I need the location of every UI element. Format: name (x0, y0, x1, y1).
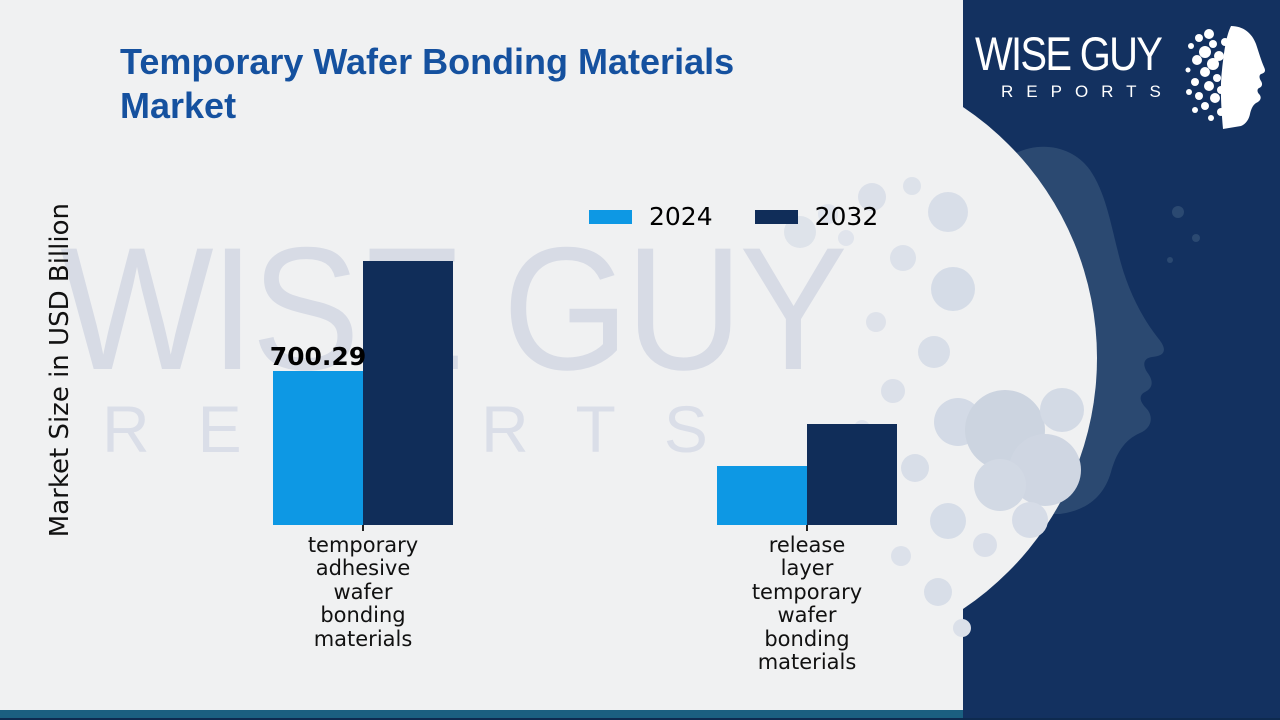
watermark-wordmark: WISE GUY (60, 212, 848, 407)
logo-head-icon (1185, 26, 1265, 129)
category-label-0: temporary adhesive wafer bonding materia… (307, 533, 419, 651)
legend-label-2024: 2024 (649, 202, 713, 231)
legend-swatch-2024 (589, 209, 632, 224)
bar-2032-category1 (807, 424, 897, 525)
x-axis-tick (806, 525, 808, 531)
logo-wordmark: WISE GUY (975, 27, 1163, 80)
x-axis-tick (362, 525, 364, 531)
bar-2024-category0 (273, 370, 363, 525)
footer-bar-teal (0, 710, 963, 718)
logo: WISE GUY REPORTS (975, 30, 1194, 100)
category-label-1: release layer temporary wafer bonding ma… (751, 533, 863, 675)
legend-item-2024: 2024 (589, 202, 713, 231)
bar-2024-category1 (717, 466, 807, 525)
bar-2032-category0 (363, 260, 453, 525)
page-title: Temporary Wafer Bonding Materials Market (120, 41, 735, 126)
footer-bar-dark (0, 718, 1280, 720)
circle-cutout (493, 56, 1097, 660)
logo-subtitle: REPORTS (1001, 82, 1174, 101)
bar-value-label: 700.29 (269, 341, 367, 371)
